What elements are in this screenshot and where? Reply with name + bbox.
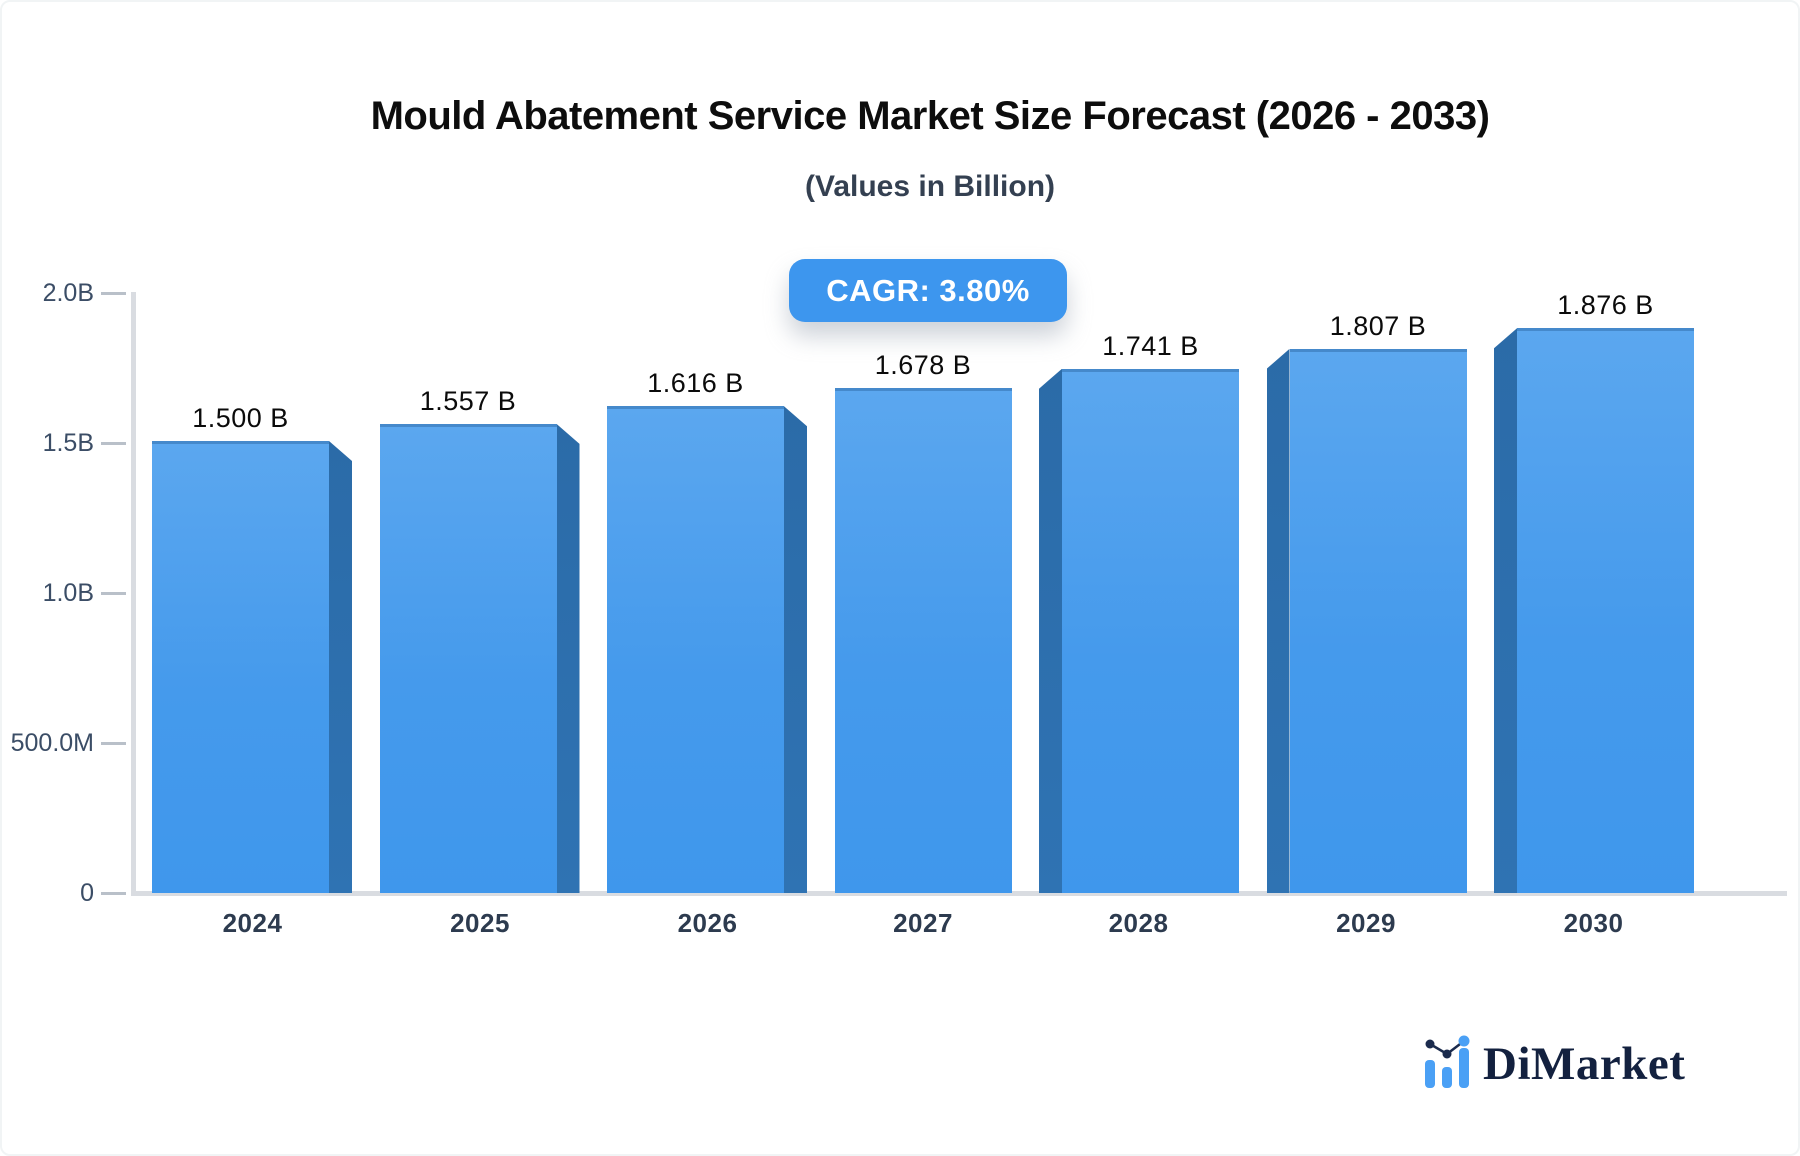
cagr-badge-label: CAGR: 3.80% [826,272,1030,308]
bar-value-label: 1.807 B [1329,310,1427,341]
bar-value-label: 1.678 B [874,349,972,380]
x-axis-label-2024: 2024 [222,908,283,938]
x-axis-label-2027: 2027 [893,908,953,938]
y-tick-dash [101,892,126,895]
bar-side-face-2024 [329,441,352,893]
y-tick-dash [101,592,126,595]
x-axis-label-2026: 2026 [677,908,738,938]
y-tick-label: 0 [80,879,94,907]
bar-value-label: 1.741 B [1102,330,1199,361]
bar-value-label: 1.876 B [1557,290,1654,321]
y-tick-dash [101,292,126,295]
bar-2024[interactable] [152,441,329,893]
x-axis-label-2029: 2029 [1336,908,1396,938]
bar-line-chart-icon [1425,1035,1470,1088]
bar-side-face-2029 [1266,348,1290,893]
bar-side-face-2030 [1494,328,1517,893]
y-axis-line [131,292,136,893]
x-axis-line [131,891,1787,896]
y-tick-label: 500.0M [10,729,94,757]
y-tick-label: 1.0B [42,579,94,607]
chart-title: Mould Abatement Service Market Size Fore… [370,94,1490,138]
bar-value-label: 1.557 B [419,385,517,416]
bar-value-label: 1.616 B [647,368,744,399]
y-tick-label: 1.5B [42,429,94,457]
bar-value-label: 1.500 B [192,403,289,433]
bar-2027[interactable] [834,387,1012,893]
y-tick-label: 2.0B [42,279,94,307]
cagr-badge: CAGR: 3.80% [789,259,1067,322]
bar-2030[interactable] [1517,328,1694,893]
y-tick-dash [101,742,126,745]
x-axis-label-2028: 2028 [1108,908,1169,938]
brand-logo: DiMarket [1423,1034,1685,1088]
chart-subtitle: (Values in Billion) [804,170,1056,203]
brand-name: DiMarket [1483,1038,1686,1090]
bar-2028[interactable] [1062,368,1239,893]
bar-2026[interactable] [607,406,784,893]
bar-side-face-2026 [784,406,807,893]
bar-side-face-2025 [556,423,580,893]
bar-2025[interactable] [379,423,557,893]
bar-side-face-2028 [1039,368,1062,893]
x-axis-label-2025: 2025 [450,908,510,938]
y-tick-dash [101,442,126,445]
x-axis-label-2030: 2030 [1563,908,1624,938]
bar-2029[interactable] [1289,348,1467,893]
